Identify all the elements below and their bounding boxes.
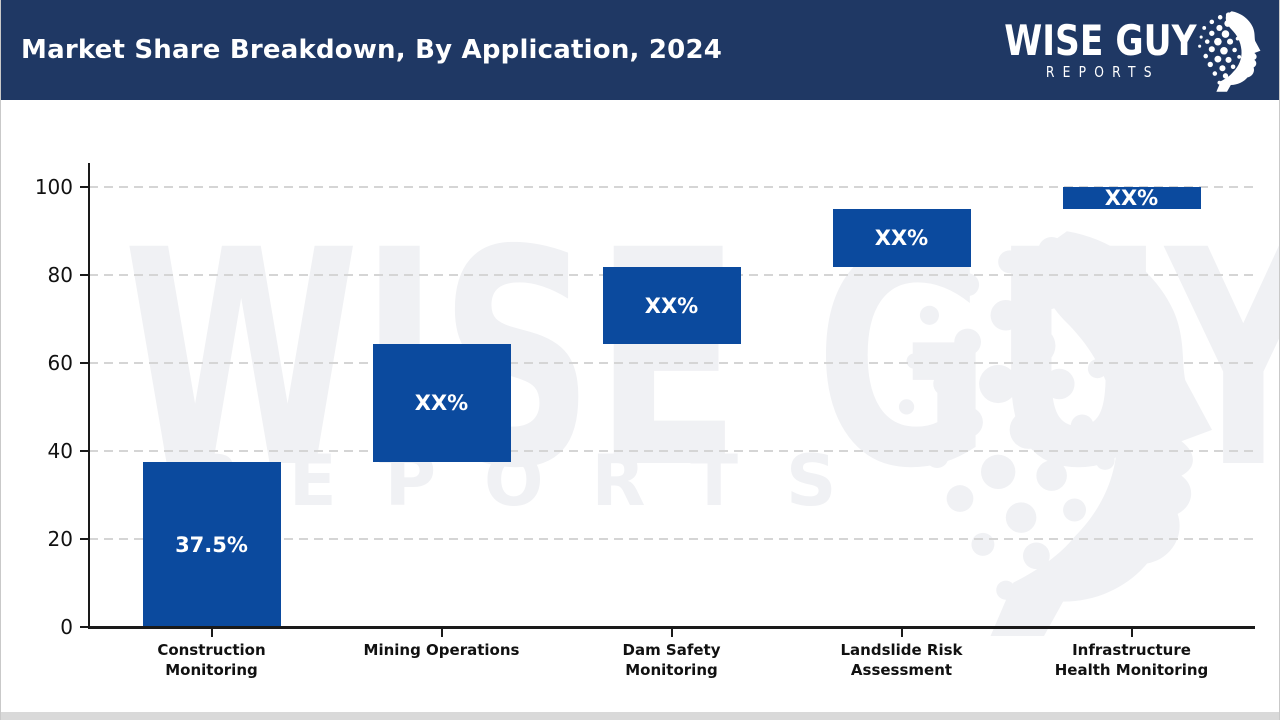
bar-label: XX% bbox=[644, 293, 699, 318]
x-category-label: Mining Operations bbox=[322, 640, 562, 660]
y-tick bbox=[80, 538, 88, 540]
plot-area: 37.5% XX% XX% XX% XX% bbox=[89, 163, 1254, 627]
wiseguy-logo-text: WISE GUY REPORTS bbox=[1004, 15, 1197, 81]
bar-label: XX% bbox=[414, 391, 469, 416]
watermark-text-2: REPORTS bbox=[187, 440, 885, 522]
x-category-label: Landslide Risk Assessment bbox=[782, 640, 1022, 680]
x-tick bbox=[900, 629, 903, 637]
bar: XX% bbox=[1062, 186, 1201, 210]
y-tick bbox=[80, 186, 88, 188]
gridline bbox=[89, 186, 1254, 188]
x-category-label-line: Mining Operations bbox=[363, 641, 520, 659]
gridline bbox=[89, 450, 1254, 452]
y-tick bbox=[80, 274, 88, 276]
y-axis-line bbox=[88, 163, 90, 629]
x-category-label: Infrastructure Health Monitoring bbox=[1012, 640, 1252, 680]
x-category-label-line: Dam Safety bbox=[622, 641, 721, 659]
bar-label: XX% bbox=[874, 226, 929, 251]
x-category-label-line: Monitoring bbox=[165, 661, 258, 679]
y-tick bbox=[80, 626, 88, 628]
x-category-label: Dam Safety Monitoring bbox=[552, 640, 792, 680]
bar-label: 37.5% bbox=[175, 532, 248, 557]
bar: 37.5% bbox=[142, 462, 281, 627]
x-category-label-line: Health Monitoring bbox=[1054, 661, 1209, 679]
wiseguy-logo: WISE GUY REPORTS bbox=[962, 8, 1265, 92]
x-tick bbox=[1130, 629, 1133, 637]
wiseguy-logo-name: WISE GUY bbox=[1004, 15, 1197, 65]
y-tick-label: 40 bbox=[47, 439, 73, 463]
footer-strip bbox=[1, 712, 1279, 720]
x-category-label-line: Infrastructure bbox=[1072, 641, 1191, 659]
y-tick-label: 80 bbox=[47, 263, 73, 287]
y-tick-label: 20 bbox=[47, 527, 73, 551]
wiseguy-logo-subname: REPORTS bbox=[1046, 62, 1161, 81]
x-category-label-line: Assessment bbox=[850, 661, 953, 679]
y-tick bbox=[80, 450, 88, 452]
x-category-label-line: Monitoring bbox=[625, 661, 718, 679]
bar-label: XX% bbox=[1104, 186, 1159, 210]
x-tick bbox=[210, 629, 213, 637]
bar: XX% bbox=[832, 209, 971, 268]
y-tick bbox=[80, 362, 88, 364]
wiseguy-face-icon bbox=[1189, 8, 1265, 92]
x-category-label-line: Landslide Risk bbox=[840, 641, 963, 659]
x-category-label: Construction Monitoring bbox=[92, 640, 332, 680]
gridline bbox=[89, 362, 1254, 364]
bar: XX% bbox=[602, 267, 741, 345]
y-tick-label: 100 bbox=[34, 175, 73, 199]
bar: XX% bbox=[372, 344, 511, 462]
x-tick bbox=[440, 629, 443, 637]
gridline bbox=[89, 538, 1254, 540]
x-axis-line bbox=[88, 626, 1255, 629]
x-tick bbox=[670, 629, 673, 637]
header: Market Share Breakdown, By Application, … bbox=[1, 0, 1279, 100]
y-tick-label: 0 bbox=[60, 615, 73, 639]
x-category-label-line: Construction bbox=[157, 641, 266, 659]
page-title: Market Share Breakdown, By Application, … bbox=[21, 35, 723, 65]
y-tick-label: 60 bbox=[47, 351, 73, 375]
